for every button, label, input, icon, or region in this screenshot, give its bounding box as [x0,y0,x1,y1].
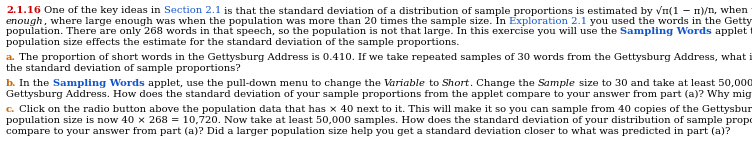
Text: Variable: Variable [384,79,426,88]
Text: population size effects the estimate for the standard deviation of the sample pr: population size effects the estimate for… [6,38,459,47]
Text: population. There are only 268 words in that speech, so the population is not th: population. There are only 268 words in … [6,27,620,36]
Text: . Change the: . Change the [470,79,538,88]
Text: c.: c. [6,105,16,114]
Text: One of the key ideas in: One of the key ideas in [41,6,164,15]
Text: , where large enough was when the population was more than 20 times the sample s: , where large enough was when the popula… [44,17,509,26]
Text: b.: b. [6,79,17,88]
Text: compare to your answer from part (a)? Did a larger population size help you get : compare to your answer from part (a)? Di… [6,127,730,136]
Text: population size is now 40 × 268 = 10,720. Now take at least 50,000 samples. How : population size is now 40 × 268 = 10,720… [6,116,752,125]
Text: Short: Short [442,79,470,88]
Text: 2.1.16: 2.1.16 [6,6,41,15]
Text: Gettysburg Address. How does the standard deviation of your sample proportions f: Gettysburg Address. How does the standar… [6,90,752,99]
Text: you used the words in the Gettysburg Address as the: you used the words in the Gettysburg Add… [587,17,752,26]
Text: Sample: Sample [538,79,576,88]
Text: size to 30 and take at least 50,000 samples from the: size to 30 and take at least 50,000 samp… [576,79,752,88]
Text: Section 2.1: Section 2.1 [164,6,221,15]
Text: Click on the radio button above the population data that has × 40 next to it. Th: Click on the radio button above the popu… [16,105,752,114]
Text: applet, use the pull-down menu to change the: applet, use the pull-down menu to change… [144,79,384,88]
Text: n: n [708,6,714,15]
Text: Exploration 2.1: Exploration 2.1 [509,17,587,26]
Text: the standard deviation of sample proportions?: the standard deviation of sample proport… [6,64,241,73]
Text: Sampling Words: Sampling Words [620,27,712,36]
Text: , when the population: , when the population [714,6,752,15]
Text: In the: In the [17,79,53,88]
Text: is that the standard deviation of a distribution of sample proportions is estima: is that the standard deviation of a dist… [221,6,708,16]
Text: enough: enough [6,17,44,26]
Text: a.: a. [6,53,16,62]
Text: The proportion of short words in the Gettysburg Address is 0.410. If we take rep: The proportion of short words in the Get… [16,53,752,62]
Text: Sampling Words: Sampling Words [53,79,144,88]
Text: to: to [426,79,442,88]
Text: applet to investigate how: applet to investigate how [712,27,752,36]
